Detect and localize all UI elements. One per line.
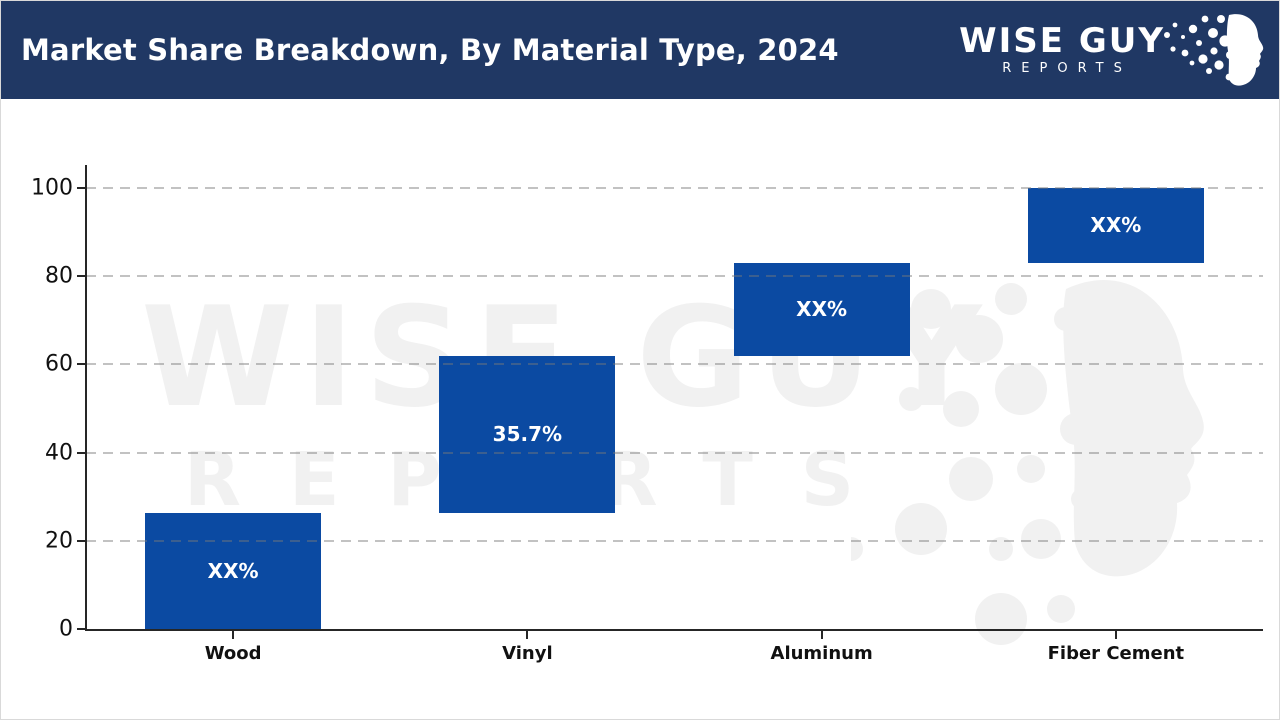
bar-value-label: XX% bbox=[1090, 213, 1142, 238]
gridline bbox=[86, 363, 1263, 366]
y-tick-label: 40 bbox=[45, 440, 73, 466]
y-tick-label: 100 bbox=[31, 175, 73, 201]
y-tick-mark bbox=[77, 275, 85, 278]
y-axis-spine bbox=[85, 165, 87, 631]
x-tick-label: Vinyl bbox=[502, 643, 553, 664]
y-tick-mark bbox=[77, 363, 85, 366]
gridline bbox=[86, 451, 1263, 454]
bar-value-label: 35.7% bbox=[492, 422, 563, 447]
x-tick-mark bbox=[232, 631, 235, 639]
y-tick-label: 0 bbox=[59, 616, 73, 642]
gridline bbox=[86, 187, 1263, 189]
logo-subtext: REPORTS bbox=[1002, 61, 1132, 77]
logo-wordmark: WISE GUY bbox=[959, 20, 1165, 61]
x-tick-mark bbox=[820, 631, 823, 639]
bar-fiber-cement: XX% bbox=[1027, 188, 1204, 263]
bar-value-label: XX% bbox=[207, 559, 259, 583]
y-tick-mark bbox=[77, 539, 85, 542]
x-axis-spine bbox=[85, 629, 1263, 631]
y-tick-mark bbox=[77, 451, 85, 454]
wiseguy-logo-text: WISE GUY REPORTS bbox=[959, 20, 1165, 77]
x-tick-label: Wood bbox=[204, 643, 262, 664]
x-tick-label: Aluminum bbox=[770, 643, 873, 664]
wiseguy-logo: WISE GUY REPORTS bbox=[959, 7, 1269, 93]
y-tick-label: 20 bbox=[45, 528, 73, 554]
x-tick-mark bbox=[526, 631, 529, 639]
page-title: Market Share Breakdown, By Material Type… bbox=[21, 33, 839, 67]
wiseguy-face-icon bbox=[1164, 14, 1264, 86]
gridline bbox=[86, 275, 1263, 278]
y-tick-label: 80 bbox=[45, 263, 73, 289]
bar-value-label: XX% bbox=[796, 297, 848, 322]
gridline bbox=[86, 539, 1263, 542]
x-tick-label: Fiber Cement bbox=[1047, 643, 1185, 664]
header-bar: Market Share Breakdown, By Material Type… bbox=[1, 1, 1279, 99]
x-tick-mark bbox=[1114, 631, 1117, 639]
y-tick-mark bbox=[77, 628, 85, 630]
y-tick-mark bbox=[77, 187, 85, 189]
bar-wood: XX% bbox=[145, 513, 322, 629]
bar-vinyl: 35.7% bbox=[439, 355, 616, 513]
y-tick-label: 60 bbox=[45, 351, 73, 377]
